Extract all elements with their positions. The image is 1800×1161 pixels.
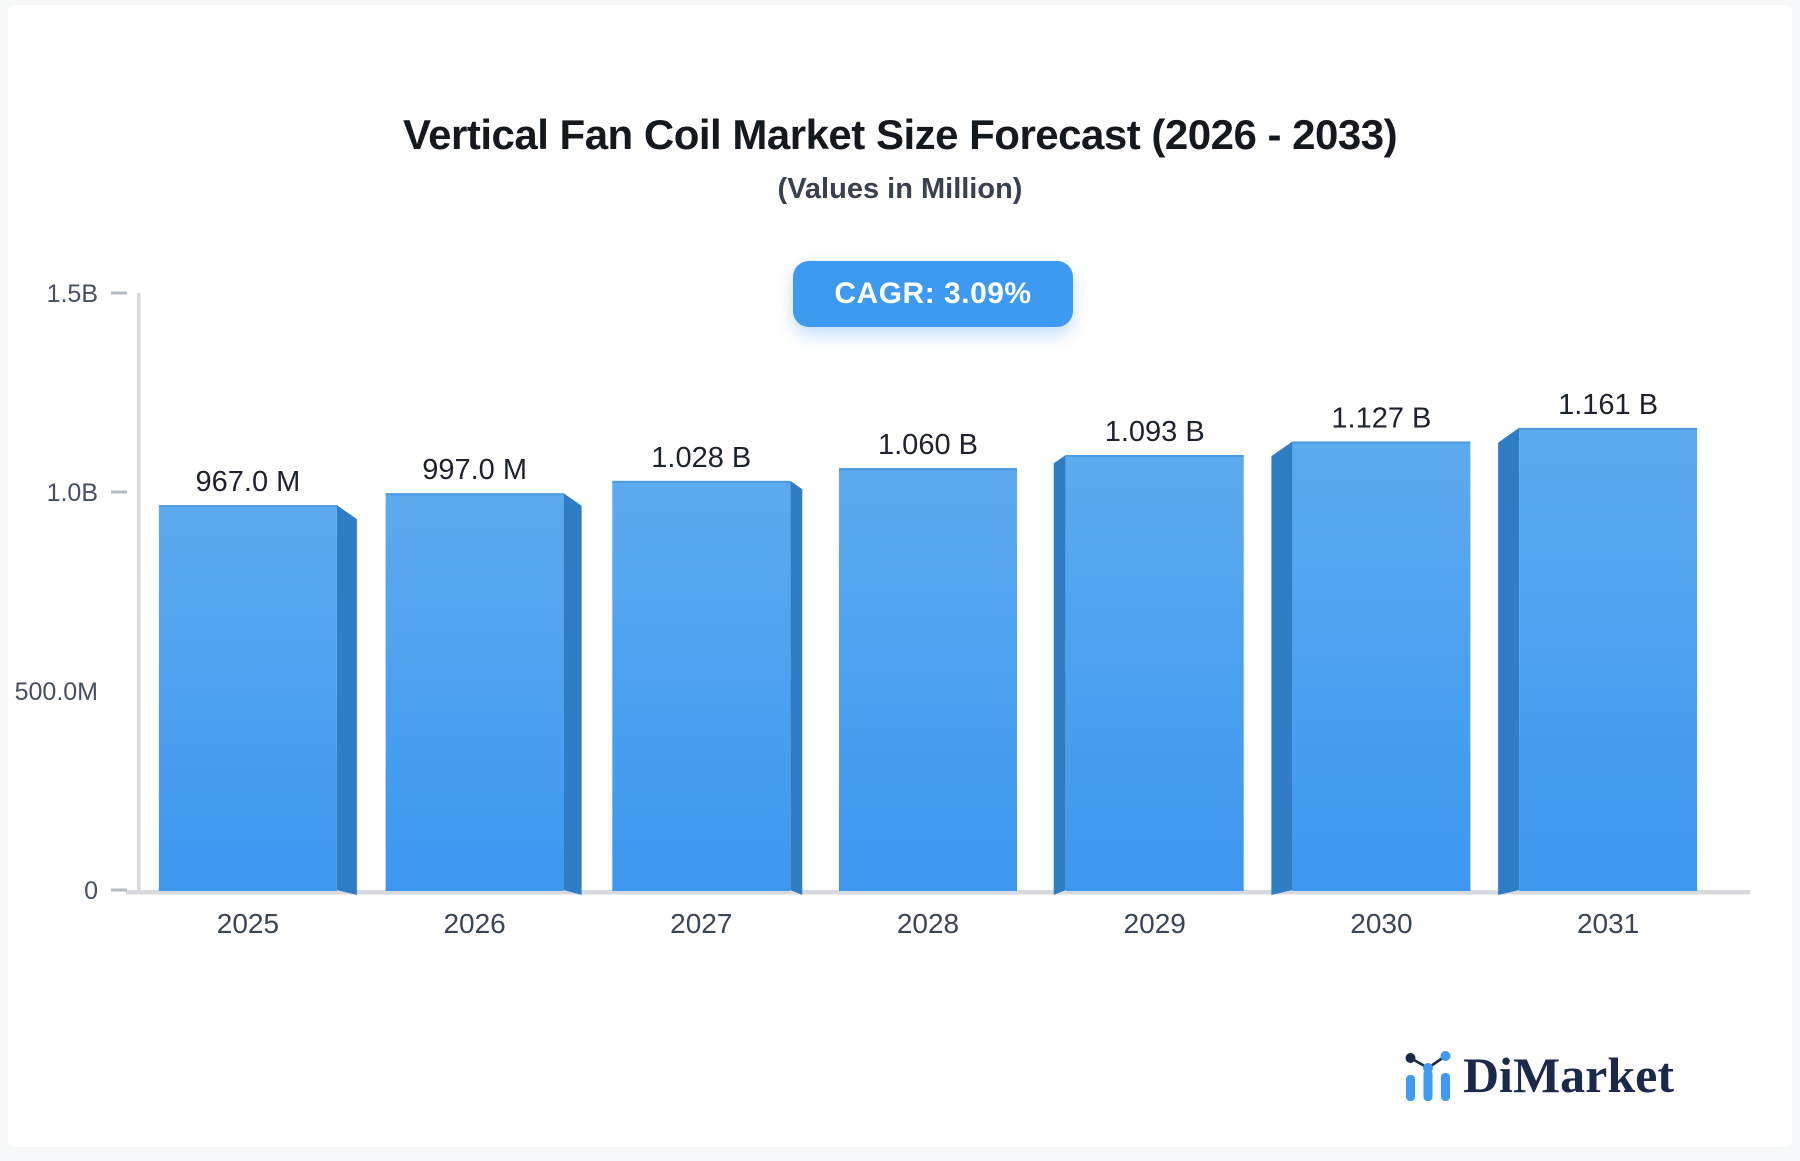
chart-card: Vertical Fan Coil Market Size Forecast (…	[8, 5, 1792, 1147]
bar	[385, 493, 564, 891]
x-axis-label: 2029	[1124, 908, 1186, 939]
x-axis-label: 2026	[443, 908, 505, 939]
bar-value-label: 1.093 B	[1105, 416, 1205, 448]
x-axis-label: 2031	[1577, 908, 1639, 939]
cagr-badge: CAGR: 3.09%	[793, 261, 1073, 327]
bar-side-face	[336, 505, 357, 895]
logo-dot	[1405, 1053, 1416, 1063]
bar-value-label: 967.0 M	[196, 466, 301, 498]
logo-dot	[1440, 1051, 1451, 1061]
y-axis-tick	[111, 888, 127, 892]
bar	[158, 505, 337, 891]
y-axis-line	[137, 293, 141, 893]
x-axis-line	[126, 890, 1750, 895]
bar-group	[612, 480, 803, 895]
bar-value-label: 1.060 B	[878, 429, 978, 461]
x-axis-label: 2027	[670, 908, 732, 939]
mini-bar-chart-logo-icon	[1405, 1051, 1451, 1101]
bar-side-face	[1271, 441, 1293, 895]
bar-value-label: 1.127 B	[1331, 402, 1431, 434]
chart-subtitle: (Values in Million)	[777, 173, 1023, 205]
x-axis-label: 2025	[217, 908, 279, 939]
chart-title: Vertical Fan Coil Market Size Forecast (…	[402, 111, 1398, 158]
x-axis-label: 2028	[897, 908, 959, 939]
bar	[1065, 454, 1244, 891]
logo-bar	[1423, 1070, 1433, 1101]
bar-group	[385, 493, 582, 895]
x-axis-label: 2030	[1350, 908, 1412, 939]
bar-group	[158, 505, 357, 895]
logo-bar	[1405, 1075, 1415, 1101]
bar-side-face	[563, 493, 582, 895]
bar-group	[1053, 454, 1244, 895]
bar-side-face	[1498, 427, 1520, 895]
bar	[1292, 441, 1471, 891]
logo-bar	[1440, 1073, 1450, 1101]
bar-chart: 1.5B 1.0B 500.0M 0 967.0 M 2025 997.0 M 2026 1.0…	[15, 280, 1750, 939]
y-axis-label: 1.0B	[47, 479, 98, 507]
logo-text: DiMarket	[1462, 1047, 1674, 1103]
bar-side-face	[790, 480, 803, 895]
bar	[839, 468, 1017, 891]
y-axis-label: 500.0M	[15, 678, 98, 706]
y-axis-label: 1.5B	[47, 280, 98, 308]
cagr-badge-label: CAGR: 3.09%	[834, 277, 1032, 310]
logo-dot	[1422, 1063, 1433, 1073]
bar-value-label: 1.028 B	[651, 442, 751, 474]
bar	[1519, 427, 1698, 891]
y-axis-label: 0	[84, 877, 98, 905]
y-axis-tick	[111, 291, 127, 295]
bar	[612, 480, 791, 891]
bar-group	[839, 468, 1017, 891]
bar-group	[1271, 441, 1471, 895]
dimarket-logo: DiMarket	[1404, 1045, 1674, 1101]
bar-side-face	[1053, 454, 1066, 895]
y-axis-tick	[111, 490, 127, 494]
bar-value-label: 1.161 B	[1558, 389, 1658, 421]
bar-value-label: 997.0 M	[422, 454, 527, 486]
bar-group	[1498, 427, 1698, 895]
